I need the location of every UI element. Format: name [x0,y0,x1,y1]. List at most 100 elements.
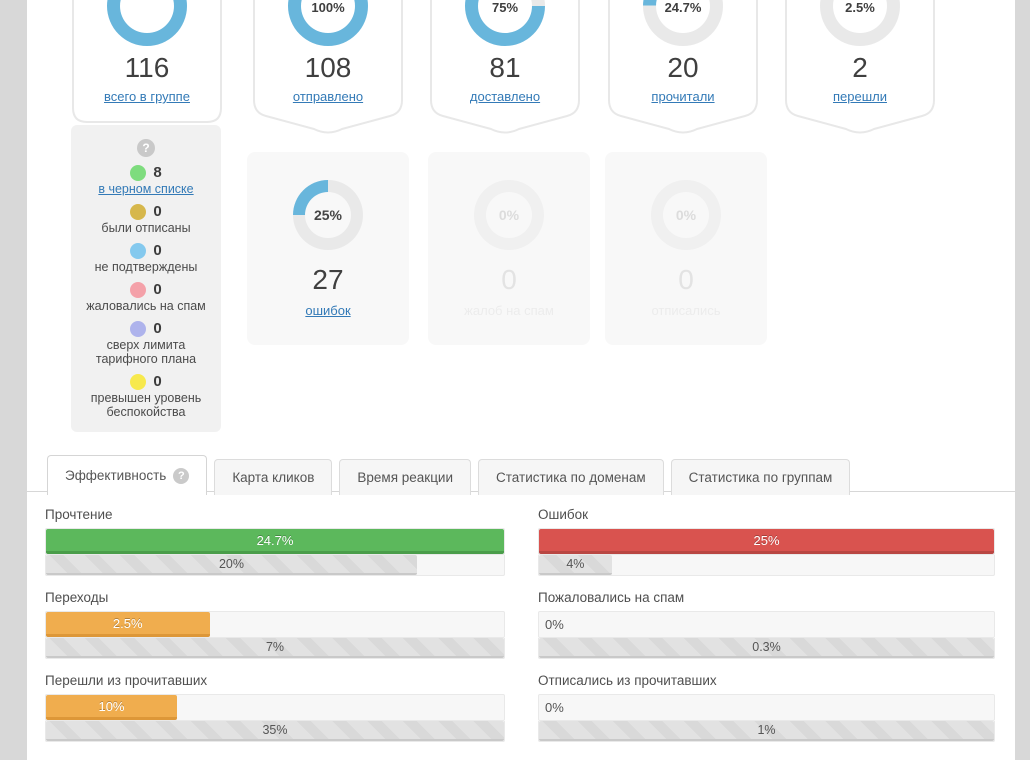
donut-unsubscribes: 0% [651,180,721,250]
spam-complaint-value: 0 [153,281,162,298]
read-value: 20 [667,52,699,83]
chart-unsubscribed-of-readers: Отписались из прочитавших 0% 1% [538,673,995,742]
delivered-link[interactable]: доставлено [469,89,541,104]
reference-bar: 4% [539,555,612,575]
total-in-group-value: 116 [124,52,170,83]
over-limit-label: сверх лимита тарифного плана [95,338,197,366]
page-right-gutter [1015,0,1030,760]
reference-bar-label: 35% [262,723,288,737]
chart-title: Пожаловались на спам [538,590,685,605]
unsubscribed-label: были отписаны [101,221,191,235]
summary-card-sent: 100% 108 отправлено [252,0,404,140]
unsubscribes-label: отписались [651,303,721,318]
donut-percent-label: 24.7% [664,0,702,15]
reference-bar: 0.3% [539,638,994,658]
total-in-group-link[interactable]: всего в группе [104,89,190,104]
card-outline [608,0,758,134]
unconfirmed-label: не подтверждены [94,260,198,274]
reference-bar-label: 20% [218,557,244,571]
reference-bar-label: 1% [757,723,776,737]
reference-bar-track: 20% [45,555,505,576]
tab-group-stats[interactable]: Статистика по группам [670,459,851,495]
reference-bar: 35% [46,721,504,741]
chart-clicks: Переходы 2.5% 7% [45,590,505,659]
sent-value: 108 [304,52,352,83]
clicked-link[interactable]: перешли [832,89,887,104]
value-bar: 24.7% [46,529,504,554]
reference-bar: 20% [46,555,417,575]
spam-complaint-label: жаловались на спам [86,299,206,313]
value-bar-label: 10% [98,698,125,714]
read-link[interactable]: прочитали [651,89,715,104]
value-bar: 25% [539,529,994,554]
value-bar-label: 25% [753,532,780,548]
summary-card-total: 116 всего в группе [71,0,223,140]
reference-bar-track: 35% [45,721,505,742]
tab-bar: Эффективность ? Карта кликов Время реакц… [47,455,857,495]
donut-percent-label: 2.5% [845,0,875,15]
reference-bar-track: 0.3% [538,638,995,659]
value-bar-label: 24.7% [256,532,294,548]
summary-card-clicked: 2.5% 2 перешли [784,0,936,140]
donut-percent-label: 100% [311,0,345,15]
card-outline [430,0,580,134]
donut-spam-complaints: 0% [474,180,544,250]
spam-complaints-label: жалоб на спам [464,303,554,318]
list-item: 0 сверх лимита тарифного плана [71,320,221,366]
value-bar: 2.5% [46,612,210,637]
value-bar-track: 25% [538,528,995,555]
chart-title: Прочтение [45,507,113,522]
tab-domain-stats[interactable]: Статистика по доменам [478,459,664,495]
blacklist-link[interactable]: в черном списке [98,182,194,196]
value-bar-track: 24.7% [45,528,505,555]
chart-title: Ошибок [538,507,589,522]
charts-left-column: Прочтение 24.7% 20% Переходы 2.5% 7% Пер… [45,507,505,756]
unsubscribed-dot-icon [130,203,147,220]
breakdown-panel: ? 8 в черном списке 0 были отписаны 0 не… [71,125,221,432]
donut-hole [120,0,174,33]
page-left-gutter [0,0,27,760]
unsubscribes-value: 0 [678,264,694,295]
donut-hole [305,192,351,238]
unsubscribed-value: 0 [153,203,162,220]
donut-hole [663,192,709,238]
tab-effectiveness[interactable]: Эффективность ? [47,455,208,495]
clicked-value: 2 [852,52,868,83]
chart-spam-complaints: Пожаловались на спам 0% 0.3% [538,590,995,659]
reference-bar-track: 4% [538,555,995,576]
unsubscribes-percent-label: 0% [675,207,697,223]
blacklist-dot-icon [130,164,147,181]
reference-bar: 7% [46,638,504,658]
reference-bar-track: 7% [45,638,505,659]
chart-title: Перешли из прочитавших [45,673,208,688]
tab-reaction-time[interactable]: Время реакции [339,459,472,495]
anxiety-level-label: превышен уровень беспокойства [90,391,202,419]
unsubscribes-card: 0% 0 отписались [605,152,767,345]
spam-complaint-dot-icon [130,281,147,298]
over-limit-value: 0 [153,320,162,337]
sent-link[interactable]: отправлено [292,89,364,104]
card-outline [253,0,403,134]
delivered-value: 81 [489,52,521,83]
value-bar: 10% [46,695,177,720]
unconfirmed-dot-icon [130,242,147,259]
value-bar-track: 2.5% [45,611,505,638]
help-icon[interactable]: ? [173,467,190,484]
errors-percent-label: 25% [313,207,343,223]
errors-card: 25% 27 ошибок [247,152,409,345]
value-bar-label: 0% [545,617,564,632]
chart-title: Переходы [45,590,109,605]
donut-errors: 25% [293,180,363,250]
donut-percent-label: 75% [491,0,519,15]
charts-right-column: Ошибок 25% 4% Пожаловались на спам 0% 0.… [538,507,995,756]
value-bar-track: 0% [538,694,995,721]
chart-errors: Ошибок 25% 4% [538,507,995,576]
value-bar-track: 10% [45,694,505,721]
list-item: 0 не подтверждены [71,242,221,274]
chart-title: Отписались из прочитавших [538,673,717,688]
help-icon[interactable]: ? [137,139,155,157]
tab-click-map[interactable]: Карта кликов [214,459,333,495]
anxiety-level-dot-icon [130,373,147,390]
value-bar-label: 0% [545,700,564,715]
errors-link[interactable]: ошибок [305,303,351,318]
